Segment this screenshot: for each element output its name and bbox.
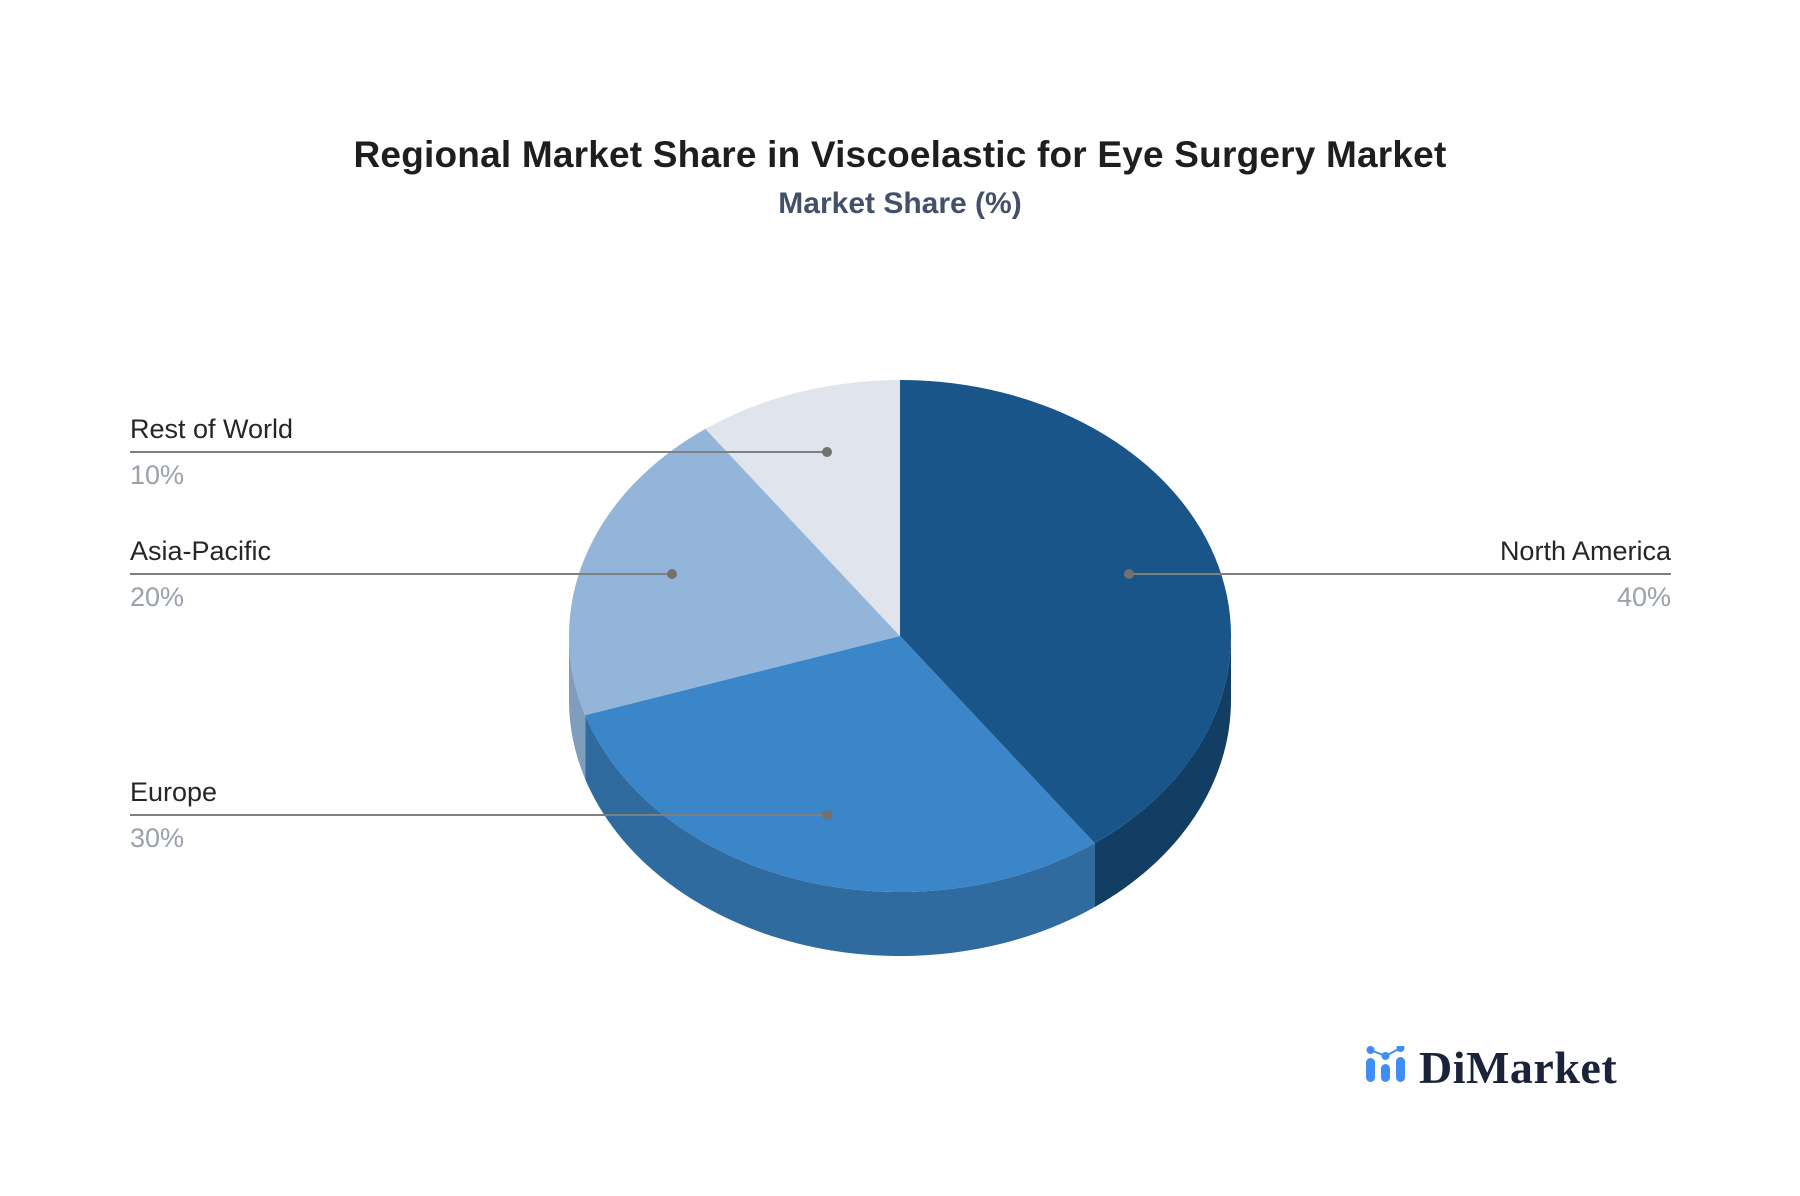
callout-north-america: North America 40% bbox=[1500, 534, 1671, 614]
pie-slice-europe bbox=[585, 636, 1095, 893]
pie-slice-rest-of-world bbox=[705, 380, 900, 636]
pie-slice-side-north-america bbox=[1094, 636, 1231, 908]
dimarket-logo: DiMarket bbox=[1366, 1042, 1618, 1093]
chart-subtitle: Market Share (%) bbox=[778, 187, 1022, 220]
slice-label: Rest of World bbox=[130, 414, 294, 444]
callout-rest-of-world: Rest of World 10% bbox=[130, 412, 293, 492]
slice-percentage: 10% bbox=[130, 460, 185, 490]
slice-label: Asia-Pacific bbox=[130, 536, 272, 566]
slice-percentage: 30% bbox=[130, 823, 185, 853]
callout-asia-pacific: Asia-Pacific 20% bbox=[130, 534, 271, 614]
callout-dot-asia-pacific bbox=[667, 569, 677, 579]
dimarket-logo-text: DiMarket bbox=[1419, 1042, 1618, 1093]
slice-label: North America bbox=[1499, 536, 1671, 566]
callout-europe: Europe 30% bbox=[130, 775, 217, 855]
slice-label: Europe bbox=[130, 777, 218, 807]
pie-slice-side-asia-pacific bbox=[569, 636, 586, 780]
pie-slice-side-europe bbox=[585, 715, 1095, 957]
slice-percentage: 40% bbox=[1616, 582, 1671, 612]
slice-percentage: 20% bbox=[130, 582, 185, 612]
chart-title: Regional Market Share in Viscoelastic fo… bbox=[353, 134, 1447, 175]
pie-slice-asia-pacific bbox=[568, 428, 900, 716]
pie-slice-north-america bbox=[900, 379, 1232, 844]
callout-dot-north-america bbox=[1124, 569, 1134, 579]
callout-dot-rest-of-world bbox=[822, 447, 832, 457]
bar-line-chart-logo-icon bbox=[1366, 1046, 1405, 1082]
callout-dot-europe bbox=[822, 810, 832, 820]
